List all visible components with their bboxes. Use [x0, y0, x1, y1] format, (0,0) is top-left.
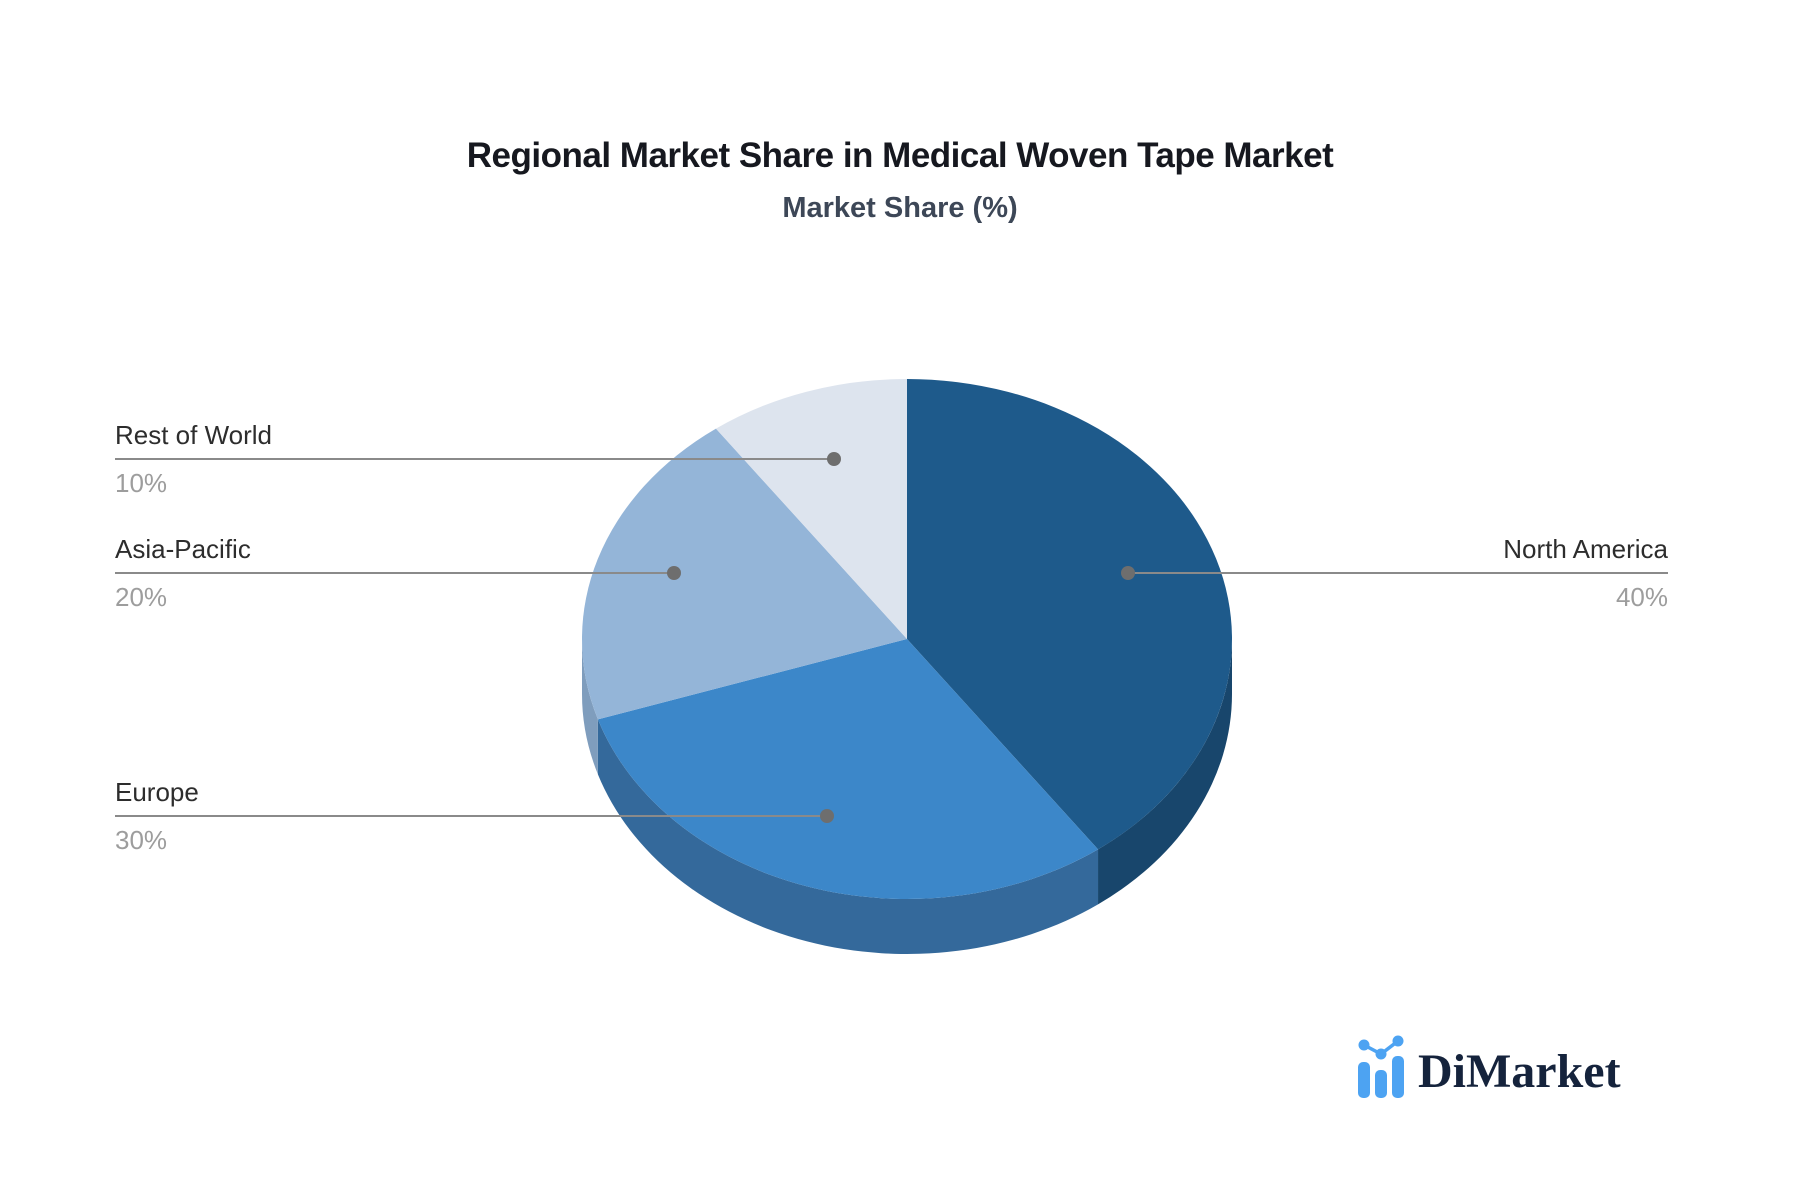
callout-label-asia-pacific: Asia-Pacific [115, 534, 251, 564]
callout-value-europe: 30% [115, 825, 168, 855]
callout-dot-europe [820, 809, 834, 823]
callout-dot-asia-pacific [667, 566, 681, 580]
dimarket-logo: DiMarket [1352, 1034, 1682, 1110]
callout-dot-north-america [1121, 566, 1135, 580]
pie-slice-europe [597, 639, 1099, 899]
callout-label-rest-of-world: Rest of World [115, 420, 273, 450]
bar-line-chart-icon [1358, 1035, 1404, 1098]
callout-label-north-america: North America [1503, 534, 1668, 564]
logo-wordmark: DiMarket [1418, 1045, 1621, 1098]
callout-dot-rest-of-world [827, 452, 841, 466]
pie-slice-side-asia-pacific [582, 639, 598, 775]
pie-slice-asia-pacific [581, 428, 907, 720]
chart-subtitle: Market Share (%) [782, 192, 1018, 224]
callout-label-europe: Europe [115, 777, 199, 807]
callout-value-asia-pacific: 20% [115, 582, 168, 612]
callout-value-north-america: 40% [1615, 582, 1668, 612]
callout-value-rest-of-world: 10% [115, 468, 168, 498]
pie-slice-rest-of-world [715, 379, 907, 639]
chart-title: Regional Market Share in Medical Woven T… [466, 136, 1334, 175]
pie-slice-north-america [907, 379, 1232, 850]
pie-slice-side-europe [597, 719, 1099, 954]
pie-slice-side-north-america [1098, 639, 1232, 905]
